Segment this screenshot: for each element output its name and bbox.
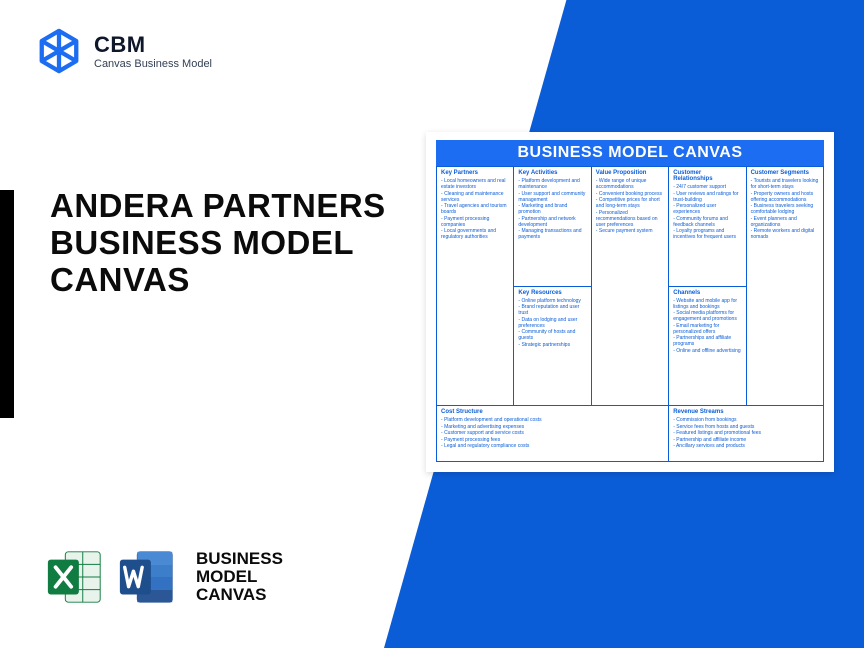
list-item: Customer support and service costs	[441, 430, 664, 436]
cell-key-partners: Key Partners Local homeowners and real e…	[437, 167, 514, 406]
business-model-canvas-card: BUSINESS MODEL CANVAS Key Partners Local…	[426, 132, 834, 472]
list-item: Partnership and network development	[518, 216, 586, 228]
list-item: Data on lodging and user preferences	[518, 317, 586, 329]
list-key-activities: Platform development and maintenanceUser…	[518, 178, 586, 240]
list-item: Loyalty programs and incentives for freq…	[673, 228, 741, 240]
list-item: Platform development and maintenance	[518, 178, 586, 190]
cell-customer-segments: Customer Segments Tourists and travelers…	[747, 167, 824, 406]
list-item: Email marketing for personalized offers	[673, 323, 741, 335]
list-item: Strategic partnerships	[518, 342, 586, 348]
list-customer-segments: Tourists and travelers looking for short…	[751, 178, 819, 240]
accent-bar	[0, 190, 14, 418]
heading-customer-segments: Customer Segments	[751, 170, 819, 176]
list-item: Marketing and advertising expenses	[441, 424, 664, 430]
logo-block: CBM Canvas Business Model	[36, 28, 212, 74]
list-item: Ancillary services and products	[673, 443, 819, 449]
cell-key-activities: Key Activities Platform development and …	[514, 167, 591, 287]
cell-customer-relationships: Customer Relationships 24/7 customer sup…	[669, 167, 746, 287]
list-item: Commission from bookings	[673, 417, 819, 423]
list-item: User reviews and ratings for trust-build…	[673, 191, 741, 203]
list-item: Marketing and brand promotion	[518, 203, 586, 215]
list-key-partners: Local homeowners and real estate investo…	[441, 178, 509, 240]
list-item: Featured listings and promotional fees	[673, 430, 819, 436]
cell-value-proposition: Value Proposition Wide range of unique a…	[592, 167, 669, 406]
excel-icon	[44, 546, 106, 608]
list-item: Community of hosts and guests	[518, 329, 586, 341]
list-item: Legal and regulatory compliance costs	[441, 443, 664, 449]
list-item: Local governments and regulatory authori…	[441, 228, 509, 240]
heading-value-proposition: Value Proposition	[596, 170, 664, 176]
list-customer-relationships: 24/7 customer supportUser reviews and ra…	[673, 184, 741, 240]
list-item: Local homeowners and real estate investo…	[441, 178, 509, 190]
list-item: Property owners and hosts offering accom…	[751, 191, 819, 203]
page-title: ANDERA PARTNERS BUSINESS MODEL CANVAS	[50, 188, 410, 299]
cell-channels: Channels Website and mobile app for list…	[669, 287, 746, 407]
list-revenue-streams: Commission from bookingsService fees fro…	[673, 417, 819, 449]
list-item: Travel agencies and tourism boards	[441, 203, 509, 215]
list-item: Cleaning and maintenance services	[441, 191, 509, 203]
list-item: Business travelers seeking comfortable l…	[751, 203, 819, 215]
cbm-logo-icon	[36, 28, 82, 74]
list-item: Online platform technology	[518, 298, 586, 304]
list-item: Convenient booking process	[596, 191, 664, 197]
apps-label: BUSINESSMODELCANVAS	[196, 550, 283, 604]
list-key-resources: Online platform technologyBrand reputati…	[518, 298, 586, 348]
list-item: Social media platforms for engagement an…	[673, 310, 741, 322]
heading-key-partners: Key Partners	[441, 170, 509, 176]
list-item: Tourists and travelers looking for short…	[751, 178, 819, 190]
list-item: Brand reputation and user trust	[518, 304, 586, 316]
heading-customer-relationships: Customer Relationships	[673, 170, 741, 182]
list-item: Wide range of unique accommodations	[596, 178, 664, 190]
heading-key-activities: Key Activities	[518, 170, 586, 176]
list-item: Platform development and operational cos…	[441, 417, 664, 423]
list-item: Website and mobile app for listings and …	[673, 298, 741, 310]
cell-cost-structure: Cost Structure Platform development and …	[437, 406, 669, 462]
list-item: Partnership and affiliate income	[673, 437, 819, 443]
list-channels: Website and mobile app for listings and …	[673, 298, 741, 354]
logo-brand: CBM	[94, 32, 212, 58]
list-item: Partnerships and affiliate programs	[673, 335, 741, 347]
list-item: Remote workers and digital nomads	[751, 228, 819, 240]
list-item: Managing transactions and payments	[518, 228, 586, 240]
word-icon	[116, 546, 178, 608]
list-item: User support and community management	[518, 191, 586, 203]
list-value-proposition: Wide range of unique accommodationsConve…	[596, 178, 664, 234]
logo-tagline: Canvas Business Model	[94, 58, 212, 70]
list-item: Secure payment system	[596, 228, 664, 234]
canvas-title: BUSINESS MODEL CANVAS	[436, 140, 824, 166]
list-item: Payment processing fees	[441, 437, 664, 443]
list-item: Online and offline advertising	[673, 348, 741, 354]
heading-key-resources: Key Resources	[518, 290, 586, 296]
list-item: Community forums and feedback channels	[673, 216, 741, 228]
cell-revenue-streams: Revenue Streams Commission from bookings…	[669, 406, 824, 462]
list-item: Personalized user experiences	[673, 203, 741, 215]
apps-row: BUSINESSMODELCANVAS	[44, 546, 283, 608]
heading-revenue-streams: Revenue Streams	[673, 409, 819, 415]
list-item: 24/7 customer support	[673, 184, 741, 190]
heading-channels: Channels	[673, 290, 741, 296]
list-cost-structure: Platform development and operational cos…	[441, 417, 664, 449]
canvas-grid: Key Partners Local homeowners and real e…	[436, 166, 824, 462]
list-item: Competitive prices for short and long-te…	[596, 197, 664, 209]
list-item: Service fees from hosts and guests	[673, 424, 819, 430]
list-item: Payment processing companies	[441, 216, 509, 228]
cell-key-resources: Key Resources Online platform technology…	[514, 287, 591, 407]
list-item: Personalized recommendations based on us…	[596, 210, 664, 228]
list-item: Event planners and organizations	[751, 216, 819, 228]
heading-cost-structure: Cost Structure	[441, 409, 664, 415]
